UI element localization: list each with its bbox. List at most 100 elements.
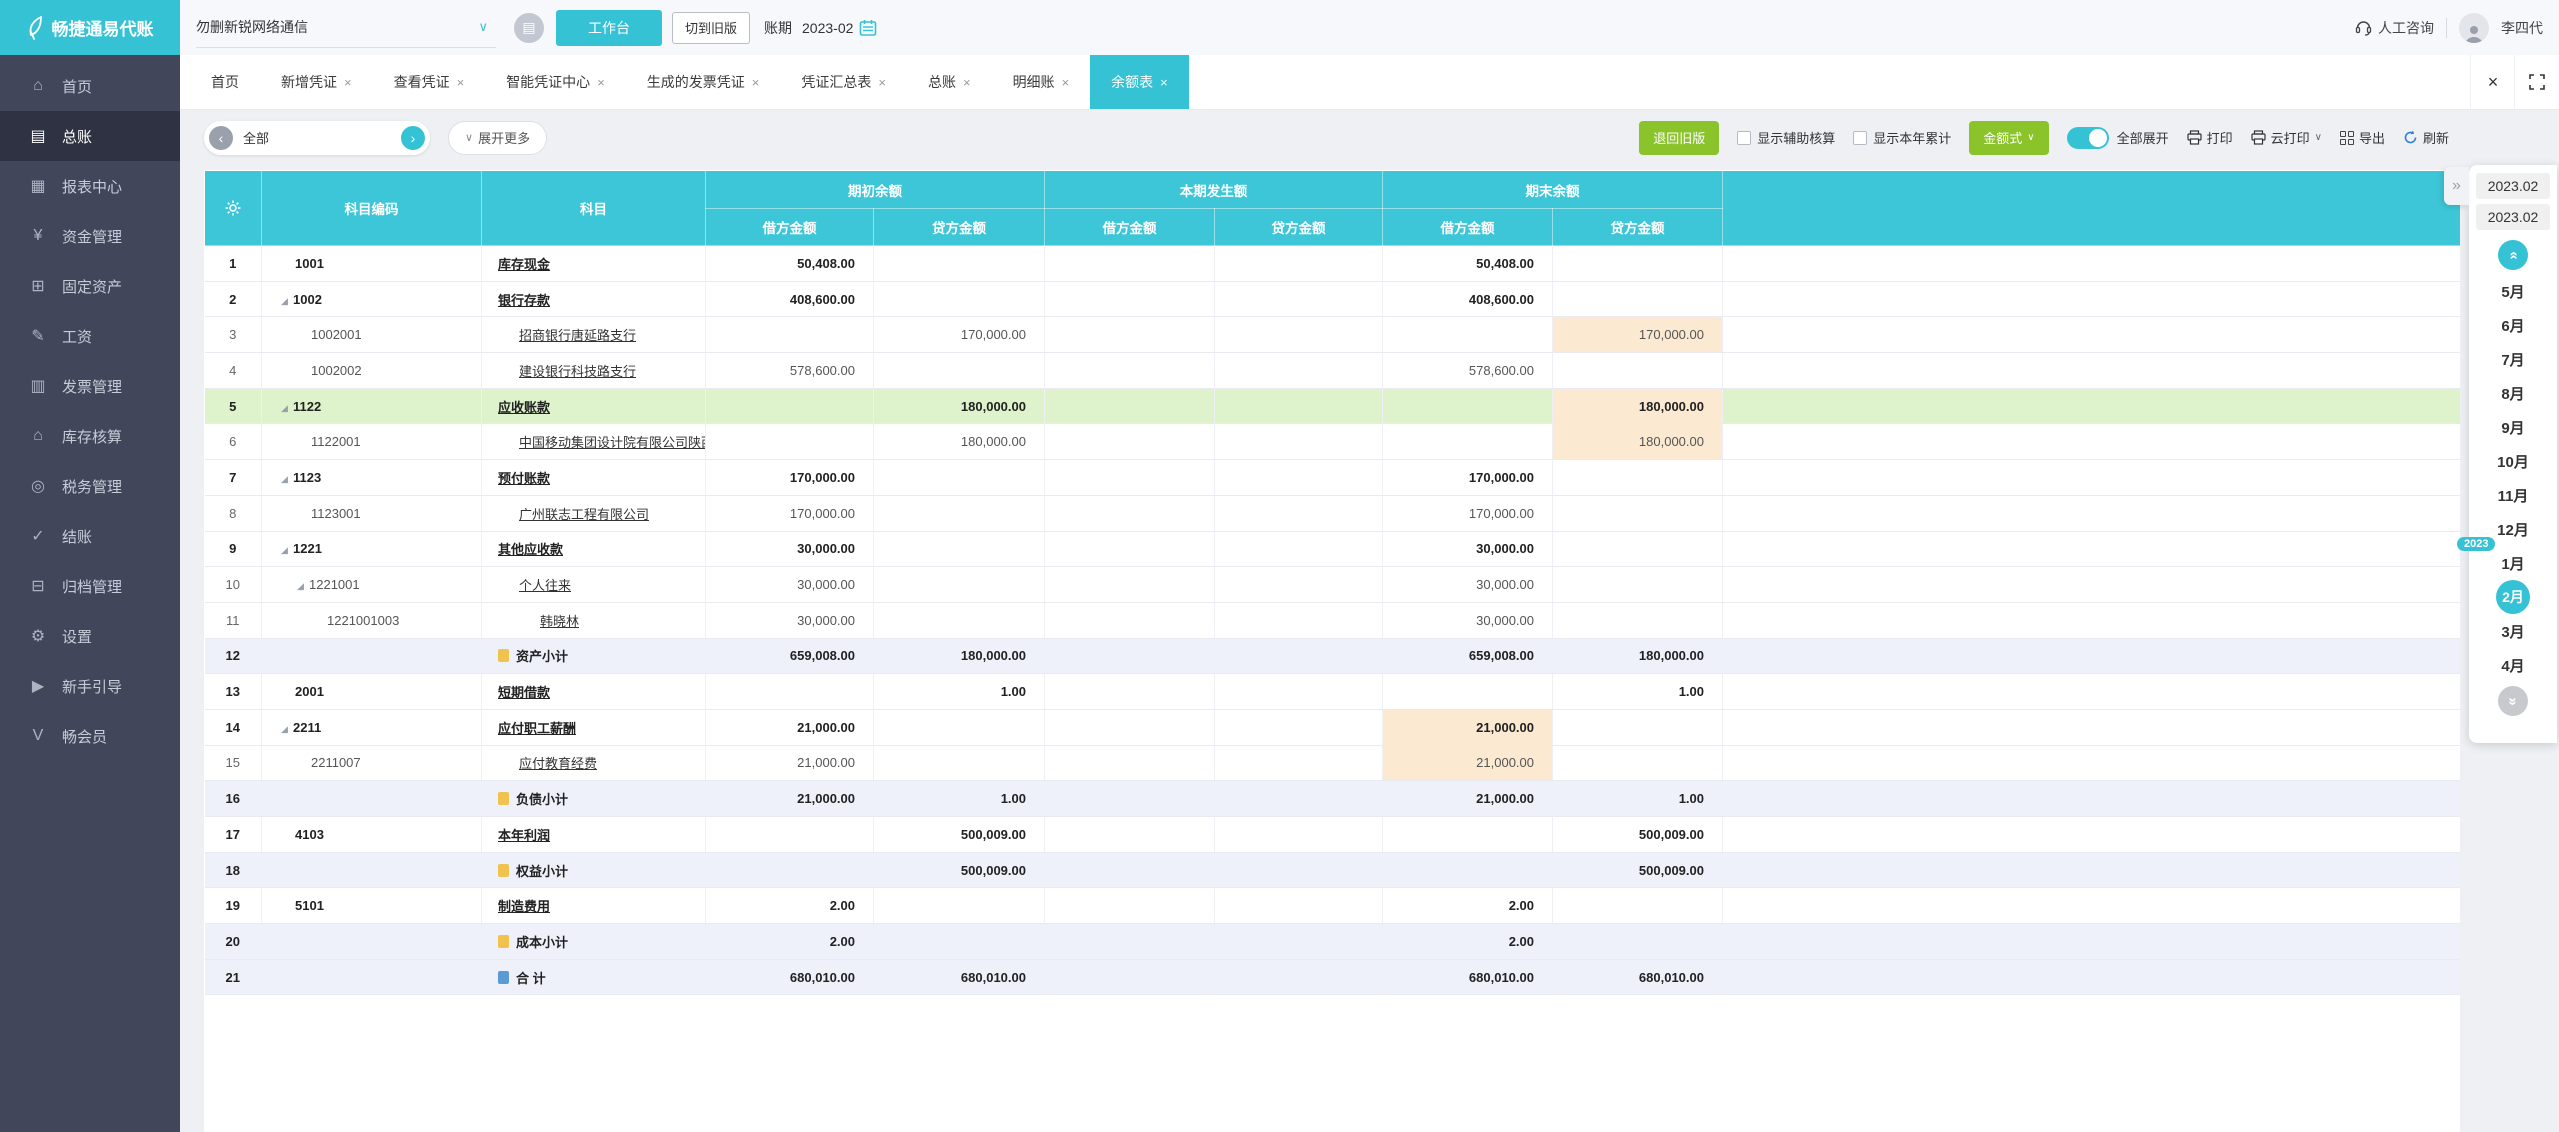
sidebar-item-member[interactable]: V 畅会员 bbox=[0, 711, 180, 761]
tab-close-icon[interactable]: × bbox=[1160, 74, 1168, 90]
company-select[interactable]: 勿删新锐网络通信 ∨ bbox=[196, 8, 496, 48]
workbench-button[interactable]: 工作台 bbox=[556, 9, 662, 46]
account-link[interactable]: 韩晓林 bbox=[540, 613, 580, 629]
expand-more-button[interactable]: ∨ 展开更多 bbox=[448, 120, 548, 155]
month-item-3月[interactable]: 3月 bbox=[2501, 623, 2525, 641]
account-filter[interactable]: ‹ 全部 › bbox=[204, 120, 430, 155]
account-link[interactable]: 应付职工薪酬 bbox=[498, 720, 577, 736]
sidebar-item-guide[interactable]: ▶ 新手引导 bbox=[0, 661, 180, 711]
checkbox-show-year-total[interactable]: 显示本年累计 bbox=[1853, 128, 1951, 147]
account-link[interactable]: 广州联志工程有限公司 bbox=[519, 506, 650, 522]
tab-close-icon[interactable]: × bbox=[751, 74, 760, 90]
tab-close-icon[interactable]: × bbox=[344, 74, 352, 90]
account-link[interactable]: 个人往来 bbox=[519, 578, 572, 594]
next-icon[interactable]: › bbox=[401, 125, 425, 150]
sidebar-item-ledger[interactable]: ▤ 总账 bbox=[0, 111, 180, 161]
account-link[interactable]: 建设银行科技路支行 bbox=[519, 363, 637, 379]
expand-triangle-icon[interactable]: ◢ bbox=[281, 402, 288, 413]
account-link[interactable]: 制造费用 bbox=[498, 899, 551, 915]
fullscreen-icon[interactable] bbox=[2515, 55, 2559, 110]
sidebar-item-archive[interactable]: ⊟ 归档管理 bbox=[0, 561, 180, 611]
tab-close-icon[interactable]: × bbox=[962, 74, 971, 90]
account-link[interactable]: 中国移动集团设计院有限公司陕西 bbox=[519, 435, 706, 451]
account-link[interactable]: 本年利润 bbox=[498, 827, 551, 843]
expand-triangle-icon[interactable]: ◢ bbox=[281, 295, 288, 306]
calendar-icon[interactable] bbox=[859, 19, 877, 37]
column-settings-gear-icon[interactable] bbox=[204, 170, 262, 246]
tab-close-icon[interactable]: × bbox=[878, 74, 886, 90]
sidebar-item-invoice[interactable]: ▥ 发票管理 bbox=[0, 361, 180, 411]
account-link[interactable]: 预付账款 bbox=[498, 470, 551, 486]
sidebar-item-closing[interactable]: ✓ 结账 bbox=[0, 511, 180, 561]
month-item-6月[interactable]: 6月 bbox=[2501, 317, 2525, 335]
sidebar-item-settings[interactable]: ⚙ 设置 bbox=[0, 611, 180, 661]
sidebar-item-salary[interactable]: ✎ 工资 bbox=[0, 311, 180, 361]
expand-all-toggle[interactable] bbox=[2066, 126, 2109, 149]
avatar[interactable] bbox=[2459, 12, 2489, 43]
tab-生成的发票凭证[interactable]: 生成的发票凭证 × bbox=[646, 74, 760, 90]
tab-close-icon[interactable]: × bbox=[456, 74, 465, 90]
tab-close-icon[interactable]: × bbox=[1061, 74, 1070, 90]
account-link[interactable]: 招商银行唐延路支行 bbox=[519, 328, 637, 344]
collapse-panel-handle[interactable]: » bbox=[2444, 167, 2469, 205]
cell-current-debit bbox=[1044, 780, 1215, 817]
amount-mode-button[interactable]: 金额式 ∨ bbox=[1969, 120, 2049, 155]
month-item-8月[interactable]: 8月 bbox=[2501, 385, 2525, 403]
scroll-up-icon[interactable]: » bbox=[2498, 240, 2528, 270]
month-item-9月[interactable]: 9月 bbox=[2501, 419, 2525, 437]
month-item-12月[interactable]: 12月 bbox=[2497, 521, 2529, 539]
account-link[interactable]: 短期借款 bbox=[498, 685, 551, 701]
sidebar-item-report-center[interactable]: ▦ 报表中心 bbox=[0, 161, 180, 211]
checkbox-show-auxiliary[interactable]: 显示辅助核算 bbox=[1737, 128, 1835, 147]
tab-close-icon[interactable]: × bbox=[597, 74, 605, 90]
export-button[interactable]: 导出 bbox=[2339, 128, 2385, 147]
month-item-4月[interactable]: 4月 bbox=[2501, 657, 2525, 675]
print-button[interactable]: 打印 bbox=[2187, 128, 2233, 147]
sidebar-item-fixed-assets[interactable]: ⊞ 固定资产 bbox=[0, 261, 180, 311]
tab-余额表[interactable]: 余额表 × bbox=[1090, 55, 1189, 109]
support-button[interactable]: 人工咨询 bbox=[2355, 18, 2434, 38]
back-to-old-button[interactable]: 退回旧版 bbox=[1639, 120, 1720, 155]
tab-首页[interactable]: 首页 bbox=[211, 74, 239, 90]
sidebar-item-home[interactable]: ⌂ 首页 bbox=[0, 61, 180, 111]
tab-总账[interactable]: 总账 × bbox=[927, 74, 971, 90]
month-item-2月[interactable]: 2月 bbox=[2469, 580, 2557, 614]
account-link[interactable]: 其他应收款 bbox=[498, 542, 564, 558]
prev-icon[interactable]: ‹ bbox=[209, 125, 233, 150]
account-link[interactable]: 应付教育经费 bbox=[519, 756, 598, 772]
switch-old-version-button[interactable]: 切到旧版 bbox=[672, 11, 751, 44]
expand-triangle-icon[interactable]: ◢ bbox=[281, 723, 288, 734]
cloud-print-button[interactable]: 云打印 ∨ bbox=[2251, 128, 2322, 147]
month-item-7月[interactable]: 7月 bbox=[2501, 351, 2525, 369]
period-chip-end[interactable]: 2023.02 bbox=[2476, 204, 2550, 230]
expand-triangle-icon[interactable]: ◢ bbox=[297, 581, 304, 592]
tab-查看凭证[interactable]: 查看凭证 × bbox=[393, 74, 465, 90]
account-link[interactable]: 库存现金 bbox=[498, 256, 551, 272]
clipboard-icon[interactable]: ▤ bbox=[514, 12, 544, 43]
sidebar-item-inventory[interactable]: ⌂ 库存核算 bbox=[0, 411, 180, 461]
month-item-11月[interactable]: 11月 bbox=[2497, 487, 2529, 505]
scroll-down-icon[interactable]: » bbox=[2498, 686, 2528, 716]
tab-新增凭证[interactable]: 新增凭证 × bbox=[281, 74, 352, 90]
sidebar-item-funds[interactable]: ¥ 资金管理 bbox=[0, 211, 180, 261]
tab-明细账[interactable]: 明细账 × bbox=[1012, 74, 1070, 90]
period-chip-start[interactable]: 2023.02 bbox=[2476, 173, 2550, 199]
account-link[interactable]: 银行存款 bbox=[498, 292, 551, 308]
tab-凭证汇总表[interactable]: 凭证汇总表 × bbox=[801, 74, 886, 90]
refresh-button[interactable]: 刷新 bbox=[2403, 128, 2449, 147]
user-name[interactable]: 李四代 bbox=[2501, 19, 2543, 36]
month-item-5月[interactable]: 5月 bbox=[2501, 283, 2525, 301]
cell-opening-credit: 180,000.00 bbox=[873, 638, 1045, 675]
month-item-10月[interactable]: 10月 bbox=[2497, 453, 2529, 471]
expand-triangle-icon[interactable]: ◢ bbox=[281, 545, 288, 556]
month-item-1月[interactable]: 2023 1月 bbox=[2457, 537, 2557, 580]
tab-智能凭证中心[interactable]: 智能凭证中心 × bbox=[506, 74, 605, 90]
account-link[interactable]: 应收账款 bbox=[498, 399, 551, 415]
period-value[interactable]: 2023-02 bbox=[802, 19, 854, 36]
close-tab-icon[interactable]: × bbox=[2471, 55, 2515, 110]
sidebar-item-tax[interactable]: ◎ 税务管理 bbox=[0, 461, 180, 511]
checkbox-icon[interactable] bbox=[1737, 130, 1752, 145]
checkbox-icon[interactable] bbox=[1853, 130, 1868, 145]
expand-triangle-icon[interactable]: ◢ bbox=[281, 473, 288, 484]
year-badge: 2023 bbox=[2457, 537, 2496, 551]
